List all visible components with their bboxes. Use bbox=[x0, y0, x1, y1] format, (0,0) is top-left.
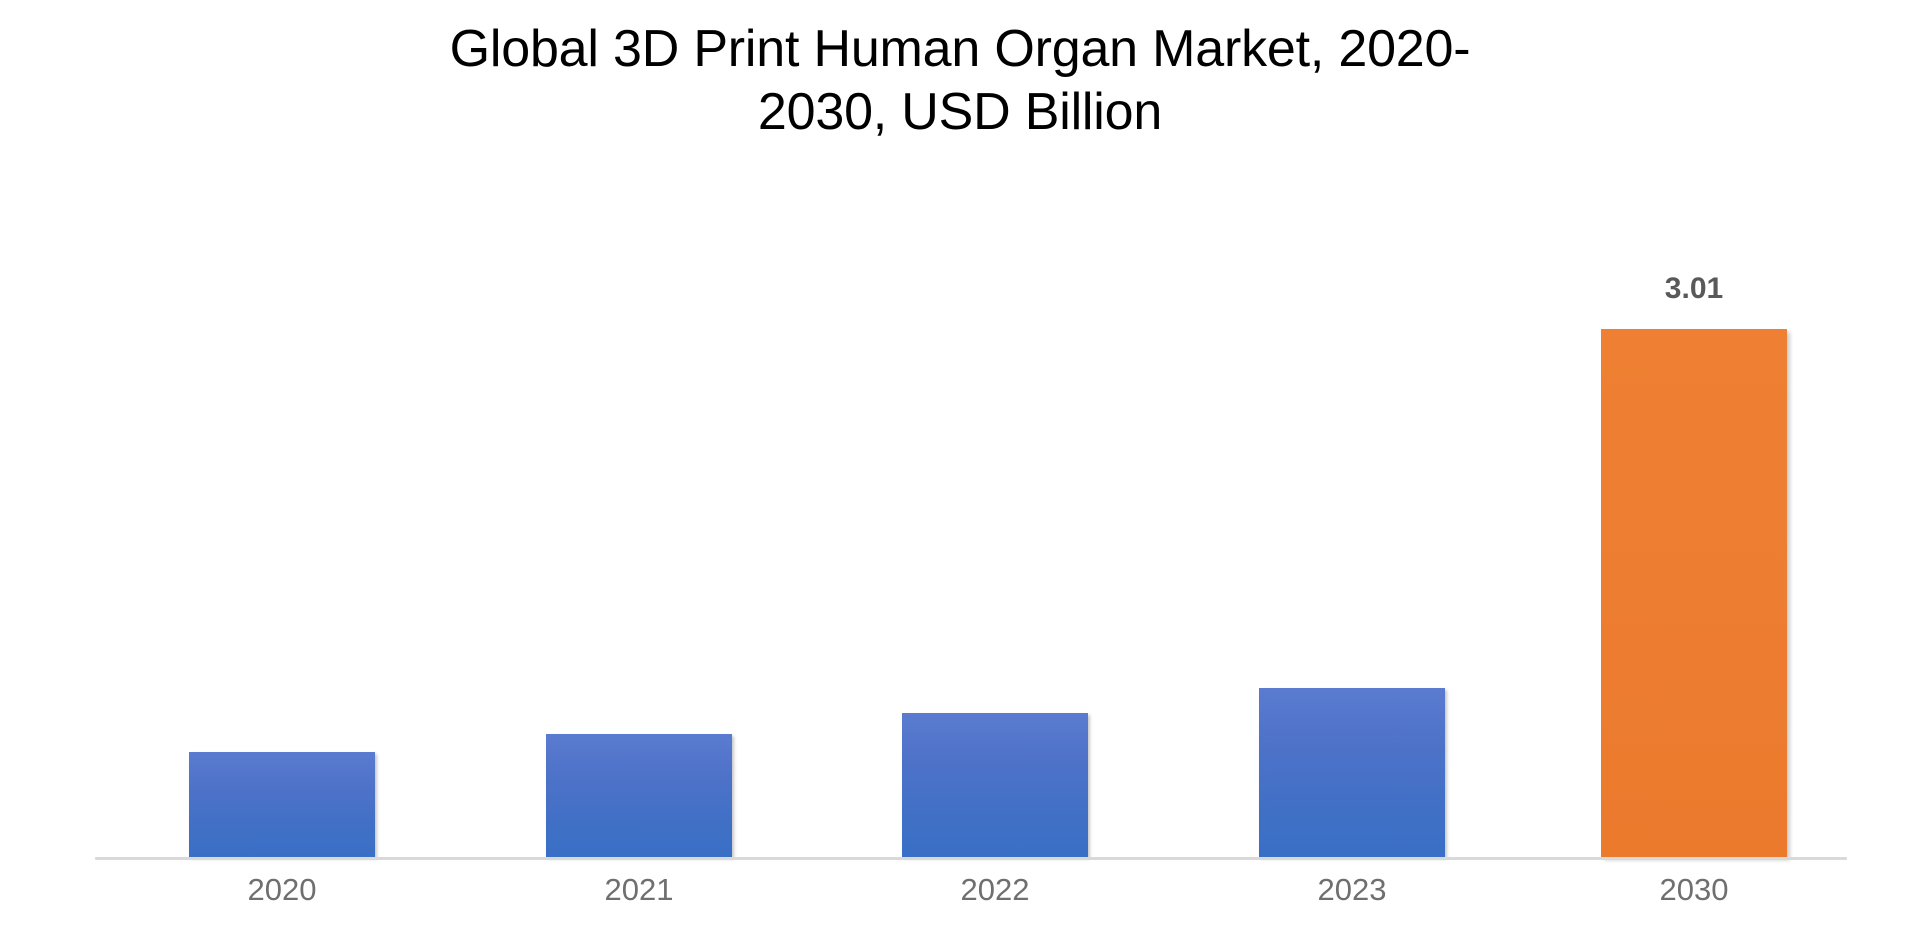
bar-2030[interactable] bbox=[1601, 329, 1787, 857]
category-label-2021: 2021 bbox=[604, 872, 674, 907]
bar-2021[interactable] bbox=[546, 734, 732, 857]
category-label-2020: 2020 bbox=[247, 872, 317, 907]
bar-2020[interactable] bbox=[189, 752, 375, 857]
category-label-2030: 2030 bbox=[1659, 872, 1729, 907]
category-label-2023: 2023 bbox=[1317, 872, 1387, 907]
bar-value-label-2030: 3.01 bbox=[1664, 272, 1724, 305]
bar-2022[interactable] bbox=[902, 713, 1088, 857]
category-label-2022: 2022 bbox=[960, 872, 1030, 907]
category-axis-line bbox=[95, 857, 1847, 860]
bar-2023[interactable] bbox=[1259, 688, 1445, 857]
chart-title: Global 3D Print Human Organ Market, 2020… bbox=[449, 20, 1471, 142]
